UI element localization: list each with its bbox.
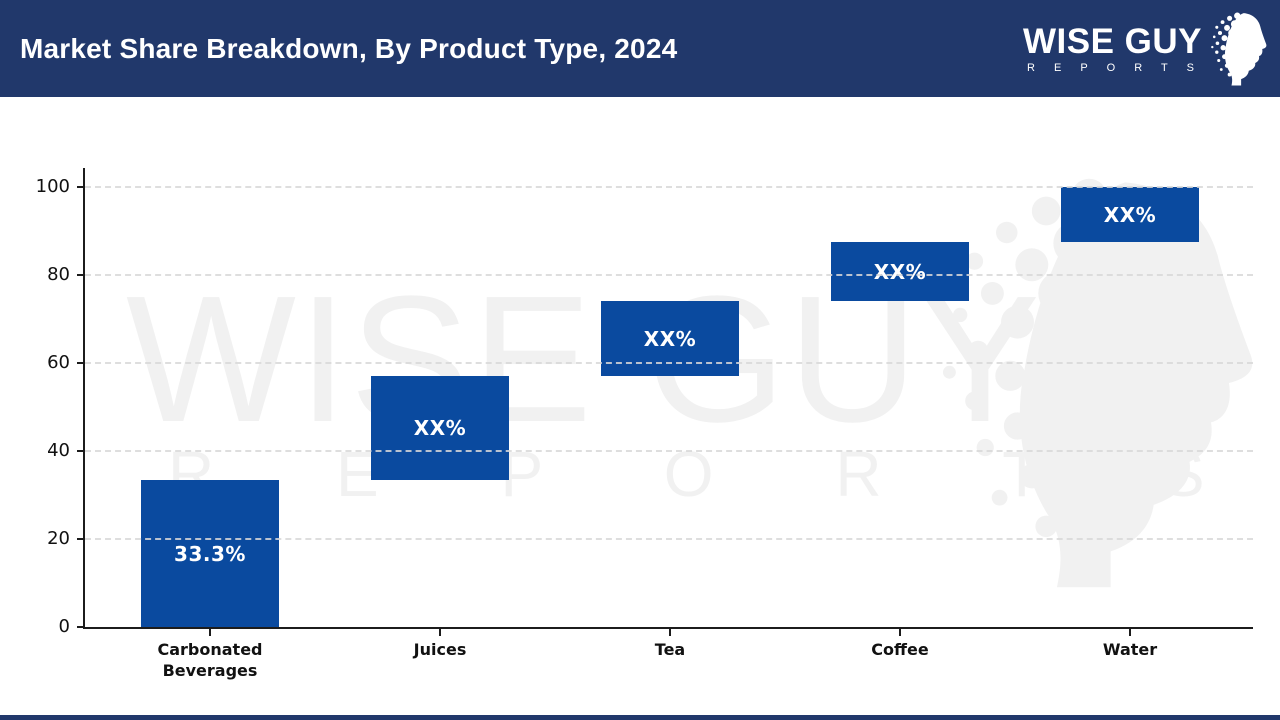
y-tick-label: 20 [47, 528, 70, 549]
bar-coffee: XX% [831, 242, 969, 302]
logo-wordmark: WISE GUY [1022, 22, 1202, 61]
x-tick-label: Tea [654, 640, 686, 659]
x-tick [209, 629, 211, 636]
y-tick-label: 100 [35, 176, 70, 197]
logo-face-icon [1211, 12, 1267, 86]
gridline-100 [85, 186, 1253, 188]
logo-text: WISE GUY R E P O R T S [1023, 24, 1202, 74]
gridline-60 [85, 362, 1253, 364]
x-tick [669, 629, 671, 636]
page-title: Market Share Breakdown, By Product Type,… [20, 32, 678, 64]
x-tick [899, 629, 901, 636]
y-tick-label: 60 [47, 352, 70, 373]
logo: WISE GUY R E P O R T S [1023, 6, 1268, 92]
y-tick-20 [77, 538, 85, 540]
x-tick [439, 629, 441, 636]
y-tick-60 [77, 362, 85, 364]
gridline-40 [85, 450, 1253, 452]
logo-subtitle: R E P O R T S [1027, 62, 1202, 74]
bar-juices: XX% [371, 376, 509, 481]
bar-value-label: XX% [643, 326, 697, 351]
bar-value-label: XX% [873, 259, 927, 284]
bar-carbonated-beverages: 33.3% [141, 480, 279, 627]
x-tick-label: Carbonated Beverages [157, 640, 263, 680]
bar-water: XX% [1061, 187, 1199, 242]
x-tick-label: Water [1102, 640, 1158, 659]
gridline-20 [85, 538, 1253, 540]
y-tick-label: 0 [58, 616, 70, 637]
x-tick-label: Coffee [871, 640, 929, 659]
header-bar: Market Share Breakdown, By Product Type,… [0, 0, 1280, 97]
bar-value-label: XX% [1103, 202, 1157, 227]
y-tick-0 [77, 626, 85, 628]
y-tick-label: 80 [47, 264, 70, 285]
bar-value-label: XX% [413, 416, 467, 441]
bar-value-label: 33.3% [174, 541, 246, 566]
y-tick-40 [77, 450, 85, 452]
y-tick-80 [77, 274, 85, 276]
x-tick-label: Juices [413, 640, 467, 659]
footer-bar [0, 715, 1280, 720]
bar-tea: XX% [601, 301, 739, 377]
y-axis-line [83, 168, 85, 629]
x-axis-line [85, 627, 1253, 629]
gridline-80 [85, 274, 1253, 276]
y-tick-label: 40 [47, 440, 70, 461]
y-tick-100 [77, 186, 85, 188]
x-tick [1129, 629, 1131, 636]
